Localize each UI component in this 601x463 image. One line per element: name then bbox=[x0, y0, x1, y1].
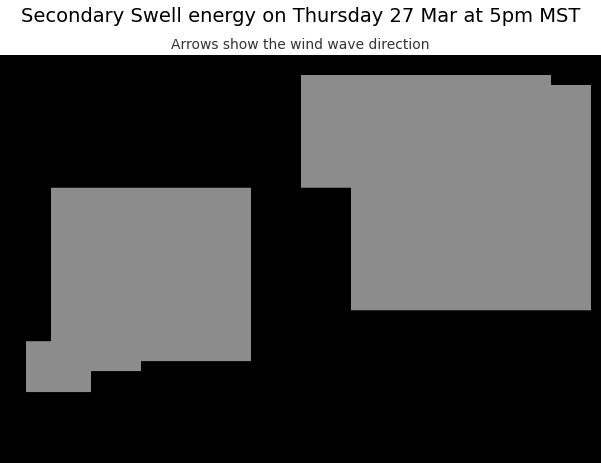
Text: Secondary Swell energy on Thursday 27 Mar at 5pm MST: Secondary Swell energy on Thursday 27 Ma… bbox=[21, 7, 580, 26]
Text: Arrows show the wind wave direction: Arrows show the wind wave direction bbox=[171, 38, 430, 51]
